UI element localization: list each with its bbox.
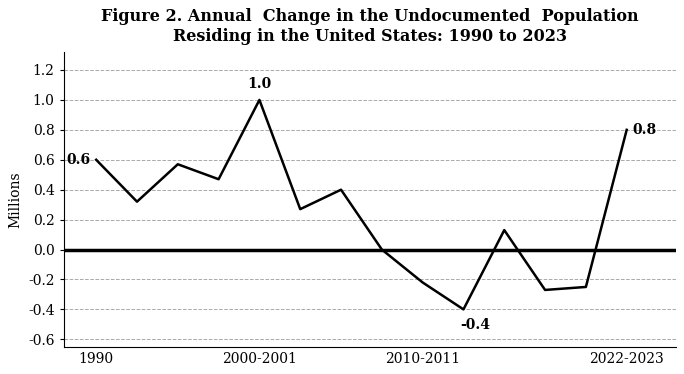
Y-axis label: Millions: Millions	[8, 171, 23, 228]
Title: Figure 2. Annual  Change in the Undocumented  Population
Residing in the United : Figure 2. Annual Change in the Undocumen…	[101, 8, 638, 45]
Text: 0.6: 0.6	[66, 153, 90, 167]
Text: 1.0: 1.0	[248, 77, 272, 91]
Text: 0.8: 0.8	[633, 123, 657, 137]
Text: -0.4: -0.4	[461, 318, 490, 332]
